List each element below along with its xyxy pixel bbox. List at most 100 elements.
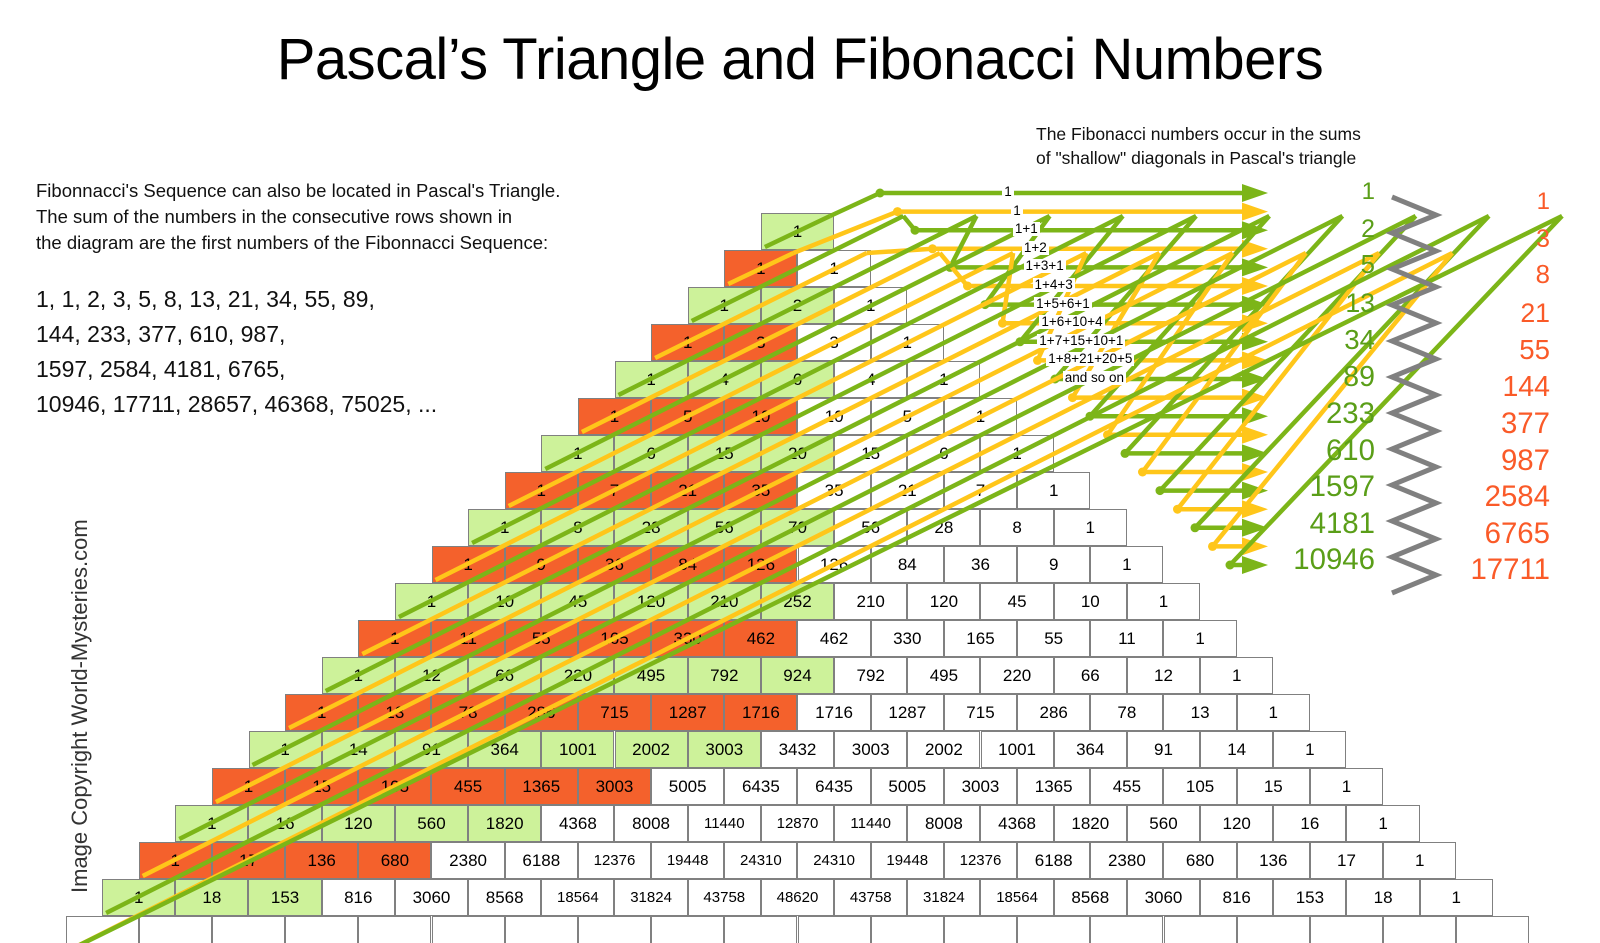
- pascal-cell: 4: [687, 361, 761, 398]
- pascal-cell: 1: [1236, 694, 1310, 731]
- fibonacci-value: 5: [1360, 251, 1375, 279]
- pascal-cell: [431, 916, 505, 943]
- pascal-cell: 12870: [760, 805, 835, 842]
- pascal-cell: 1: [980, 435, 1054, 472]
- pascal-cell: 11440: [687, 805, 761, 842]
- fibonacci-value: 10946: [1293, 543, 1375, 576]
- pascal-cell: 1287: [870, 694, 944, 731]
- pascal-cell: 1: [394, 583, 469, 620]
- pascal-cell: 43758: [834, 879, 908, 916]
- pascal-cell: 15: [687, 435, 761, 472]
- pascal-cell: 6435: [797, 768, 871, 805]
- pascal-cell: 18: [1346, 879, 1420, 916]
- pascal-cell: [1456, 916, 1530, 943]
- pascal-cell: 1: [797, 250, 871, 287]
- pascal-cell: 120: [614, 583, 688, 620]
- pascal-cell: 5: [651, 398, 725, 435]
- pascal-cell: [65, 916, 139, 943]
- pascal-cell: 1: [1163, 620, 1237, 657]
- pascal-cell: 120: [1200, 805, 1274, 842]
- pascal-cell: 1: [285, 694, 359, 731]
- pascal-cell: 4: [834, 361, 908, 398]
- pascal-cell: 3003: [687, 731, 761, 768]
- pascal-cell: 35: [797, 472, 871, 509]
- pascal-cell: 5: [870, 398, 944, 435]
- pascal-cell: 210: [834, 583, 908, 620]
- pascal-row: [65, 916, 1530, 943]
- pascal-cell: 21: [870, 472, 944, 509]
- pascal-cell: 2380: [1090, 842, 1164, 879]
- pascal-cell: 18564: [980, 879, 1054, 916]
- diagonal-sum-label: 1+1: [1012, 221, 1040, 237]
- pascal-cell: 1: [358, 620, 432, 657]
- pascal-cell: 91: [1126, 731, 1201, 768]
- pascal-cell: 1: [431, 546, 505, 583]
- fibonacci-value: 21: [1520, 297, 1550, 328]
- pascal-cell: 16: [248, 805, 322, 842]
- pascal-cell: 8568: [468, 879, 542, 916]
- diagonal-sum-label: 1+4+3: [1032, 277, 1075, 292]
- pascal-cell: 165: [943, 620, 1018, 657]
- pascal-cell: 45: [541, 583, 615, 620]
- diagonal-sum-label: and so on: [1062, 370, 1126, 385]
- pascal-cell: 1716: [797, 694, 871, 731]
- pascal-cell: 364: [468, 731, 542, 768]
- pascal-cell: 924: [760, 657, 835, 694]
- pascal-cell: 4368: [541, 805, 615, 842]
- pascal-row: 1 13 78 286 715 1287 1716 1716 1287 715 286 78 13 1: [285, 694, 1310, 731]
- fibonacci-value: 987: [1500, 443, 1550, 477]
- pascal-cell: 8008: [907, 805, 981, 842]
- pascal-row: 1 17 136 680 2380 6188 12376 19448 24310 24310 194…: [138, 842, 1457, 879]
- pascal-cell: 1: [138, 842, 212, 879]
- pascal-cell: 1: [1346, 805, 1420, 842]
- pascal-row: 1 9 36 84 126 126 84 36 9 1: [431, 546, 1164, 583]
- pascal-cell: 31824: [907, 879, 981, 916]
- pascal-cell: 560: [1126, 805, 1201, 842]
- pascal-cell: 2: [760, 287, 835, 324]
- pascal-cell: [285, 916, 359, 943]
- pascal-cell: 105: [358, 768, 432, 805]
- pascal-cell: 220: [541, 657, 615, 694]
- fibonacci-value: 17711: [1470, 553, 1550, 586]
- diagonal-sum-label: 1+7+15+10+1: [1037, 332, 1126, 348]
- pascal-cell: 45: [980, 583, 1054, 620]
- fibonacci-value: 610: [1325, 433, 1375, 467]
- pascal-cell: 816: [321, 879, 395, 916]
- pascal-cell: 153: [248, 879, 322, 916]
- pascal-cell: 18564: [541, 879, 615, 916]
- pascal-cell: 8568: [1053, 879, 1127, 916]
- pascal-row: 1 12 66 220 495 792 924 792 495 220 66 12 1: [321, 657, 1274, 694]
- pascal-cell: 15: [834, 435, 908, 472]
- pascal-cell: 55: [1017, 620, 1091, 657]
- pascal-cell: 66: [1053, 657, 1127, 694]
- pascal-row: 1 16 120 560 1820 4368 8008 11440 12870 11440 8008…: [175, 805, 1420, 842]
- pascal-cell: 11: [431, 620, 505, 657]
- pascal-cell: 55: [504, 620, 578, 657]
- pascal-cell: 10: [797, 398, 871, 435]
- pascal-cell: 1: [834, 287, 908, 324]
- pascal-cell: 126: [724, 546, 798, 583]
- pascal-cell: 36: [577, 546, 652, 583]
- pascal-cell: [211, 916, 286, 943]
- shallow-diagonals-note: The Fibonacci numbers occur in the sums …: [1036, 122, 1556, 170]
- pascal-cell: 1: [577, 398, 652, 435]
- fibonacci-value: 34: [1344, 324, 1375, 355]
- pascal-cell: 1: [1419, 879, 1493, 916]
- pascal-cell: 1: [1383, 842, 1457, 879]
- pascal-cell: 495: [614, 657, 688, 694]
- pascal-cell: 136: [1236, 842, 1310, 879]
- pascal-cell: 1: [1017, 472, 1091, 509]
- pascal-cell: 330: [870, 620, 944, 657]
- pascal-cell: 364: [1053, 731, 1127, 768]
- pascal-cell: 3003: [943, 768, 1018, 805]
- pascal-row: 1 11 55 165 330 462 462 330 165 55 11 1: [358, 620, 1237, 657]
- pascal-cell: 455: [1090, 768, 1164, 805]
- diagonal-sum-label: 1+5+6+1: [1034, 295, 1092, 311]
- pascal-cell: 3060: [1126, 879, 1201, 916]
- fibonacci-value: 2: [1361, 214, 1375, 243]
- pascal-cell: 1: [943, 398, 1018, 435]
- pascal-cell: 1: [1126, 583, 1201, 620]
- pascal-row: 1 5 10 10 5 1: [577, 398, 1018, 435]
